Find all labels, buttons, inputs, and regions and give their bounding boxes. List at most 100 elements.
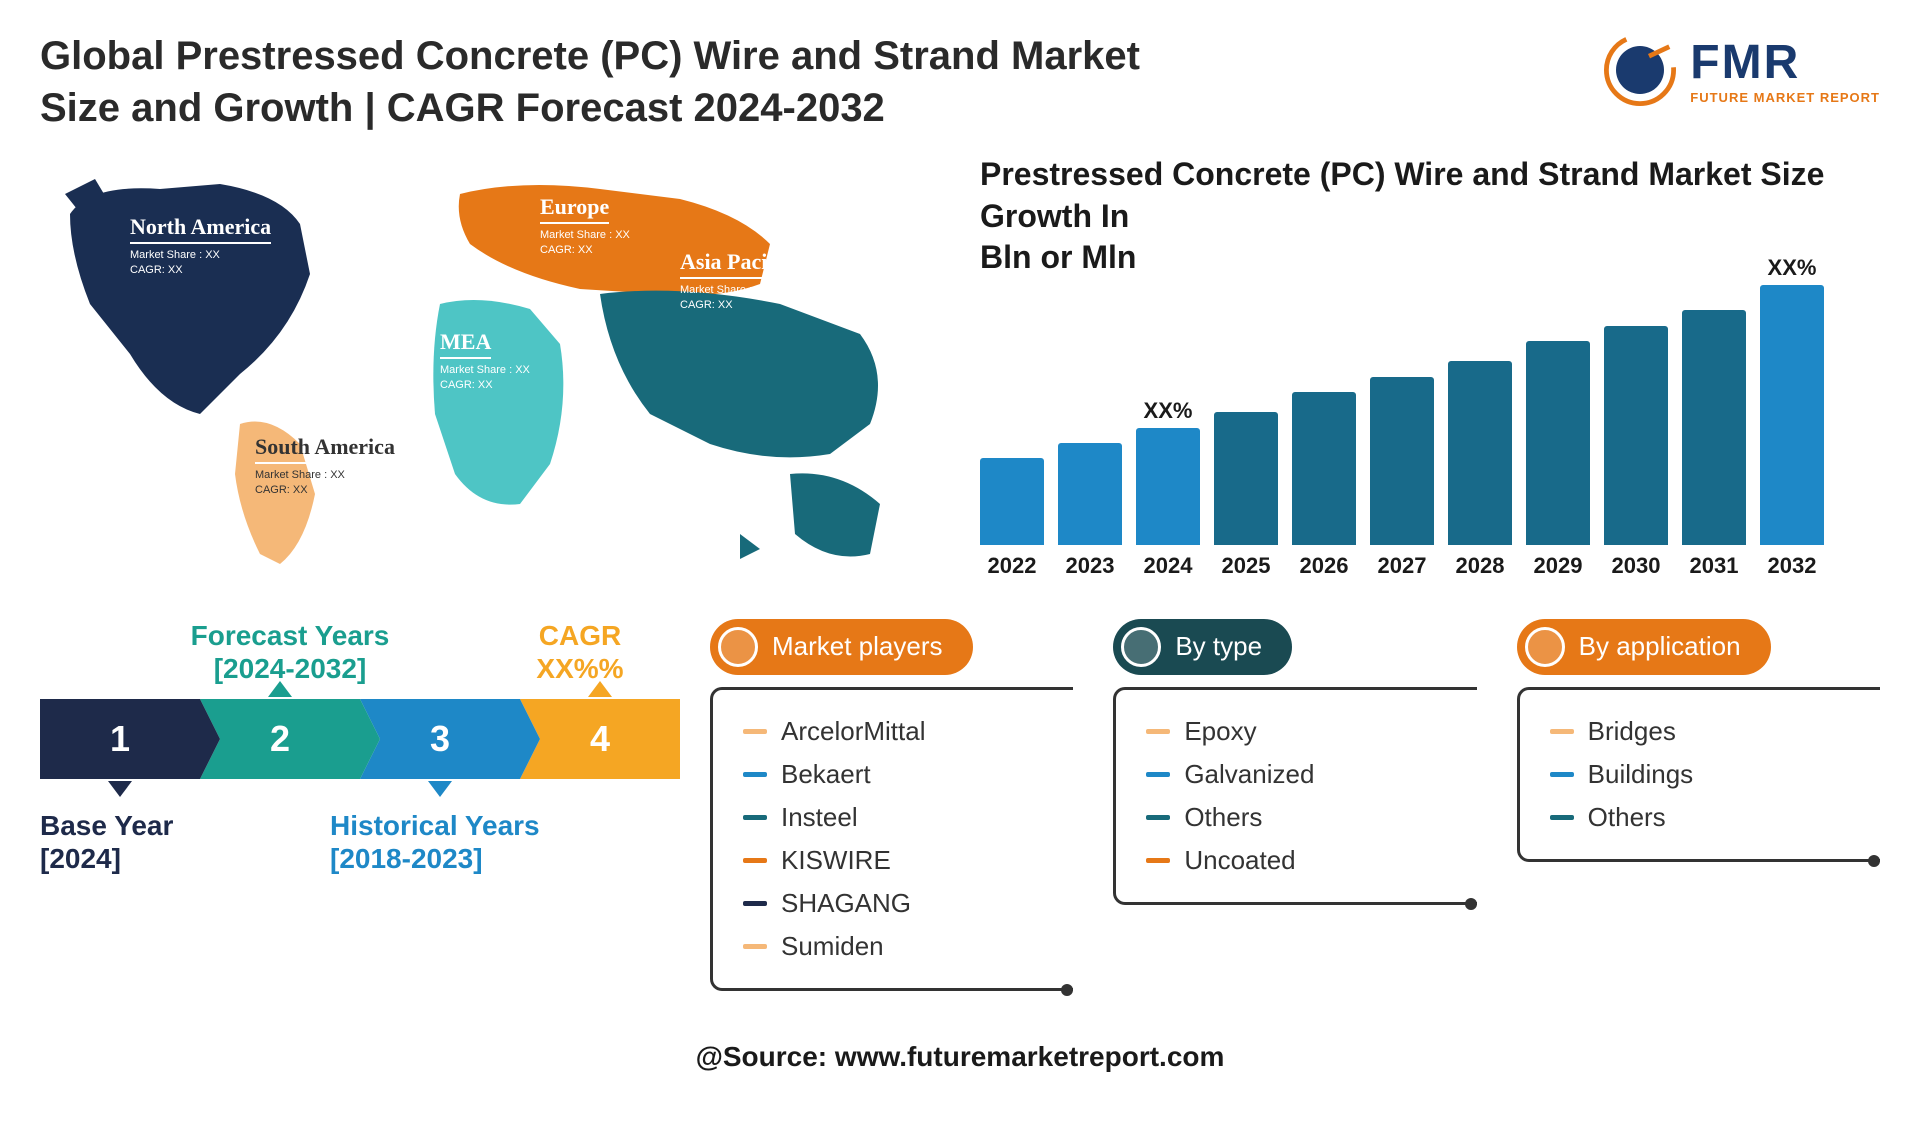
- marker-icon: [1146, 772, 1170, 777]
- dot-icon: [1121, 627, 1161, 667]
- marker-icon: [1146, 815, 1170, 820]
- bar-year-label: 2025: [1222, 553, 1271, 579]
- bar: [1292, 392, 1356, 545]
- marker-icon: [743, 772, 767, 777]
- bar-chart: 20222023XX%20242025202620272028202920302…: [980, 299, 1880, 579]
- bar-2025: 2025: [1214, 412, 1278, 579]
- chart-title: Prestressed Concrete (PC) Wire and Stran…: [980, 154, 1880, 279]
- bar-2032: XX%2032: [1760, 285, 1824, 579]
- logo-icon: [1600, 30, 1680, 110]
- bar: [1214, 412, 1278, 545]
- list-item: Others: [1146, 796, 1476, 839]
- item-label: Bridges: [1588, 716, 1676, 747]
- dot-icon: [718, 627, 758, 667]
- marker-icon: [743, 944, 767, 949]
- item-label: SHAGANG: [781, 888, 911, 919]
- bar: [1448, 361, 1512, 545]
- dot-icon: [1525, 627, 1565, 667]
- item-label: Insteel: [781, 802, 858, 833]
- category-header: By application: [1517, 619, 1771, 675]
- marker-icon: [1550, 772, 1574, 777]
- marker-icon: [1146, 729, 1170, 734]
- bar-year-label: 2028: [1456, 553, 1505, 579]
- bar-2027: 2027: [1370, 377, 1434, 579]
- list-item: SHAGANG: [743, 882, 1073, 925]
- list-item: Insteel: [743, 796, 1073, 839]
- logo: FMR FUTURE MARKET REPORT: [1600, 30, 1880, 110]
- bar: [1370, 377, 1434, 545]
- bar-year-label: 2031: [1690, 553, 1739, 579]
- item-label: KISWIRE: [781, 845, 891, 876]
- region-europe: EuropeMarket Share : XXCAGR: XX: [540, 194, 630, 259]
- source-attribution: @Source: www.futuremarketreport.com: [40, 1041, 1880, 1073]
- bar-year-label: 2023: [1066, 553, 1115, 579]
- logo-text-main: FMR: [1690, 35, 1880, 90]
- bar-year-label: 2022: [988, 553, 1037, 579]
- bar-year-label: 2029: [1534, 553, 1583, 579]
- bar-2023: 2023: [1058, 443, 1122, 579]
- list-item: Buildings: [1550, 753, 1880, 796]
- bar-chart-section: Prestressed Concrete (PC) Wire and Stran…: [980, 154, 1880, 579]
- timeline-segment-1: 1: [40, 699, 200, 779]
- list-item: Galvanized: [1146, 753, 1476, 796]
- category-header: By type: [1113, 619, 1292, 675]
- bar-year-label: 2024: [1144, 553, 1193, 579]
- category-by-application: By application Bridges Buildings Others: [1517, 619, 1880, 991]
- marker-icon: [1146, 858, 1170, 863]
- region-asia-pacific: Asia PacificMarket Share : XXCAGR: XX: [680, 249, 791, 314]
- list-item: Bridges: [1550, 710, 1880, 753]
- timeline-section: Forecast Years[2024-2032] CAGRXX%% 1234 …: [40, 619, 680, 991]
- list-item: Sumiden: [743, 925, 1073, 968]
- region-north-america: North AmericaMarket Share : XXCAGR: XX: [130, 214, 271, 279]
- bar: [1682, 310, 1746, 545]
- item-label: Others: [1184, 802, 1262, 833]
- marker-icon: [1550, 729, 1574, 734]
- category-title: By type: [1175, 631, 1262, 662]
- item-label: Uncoated: [1184, 845, 1295, 876]
- category-by-type: By type Epoxy Galvanized Others Uncoated: [1113, 619, 1476, 991]
- bar-year-label: 2032: [1768, 553, 1817, 579]
- list-item: Epoxy: [1146, 710, 1476, 753]
- timeline-segment-4: 4: [520, 699, 680, 779]
- bar: [1526, 341, 1590, 545]
- bar-year-label: 2027: [1378, 553, 1427, 579]
- marker-icon: [743, 729, 767, 734]
- bar-year-label: 2030: [1612, 553, 1661, 579]
- cagr-label: CAGRXX%%: [510, 619, 650, 686]
- bar-2030: 2030: [1604, 326, 1668, 579]
- bar: [1136, 428, 1200, 545]
- category-market-players: Market players ArcelorMittal Bekaert Instee…: [710, 619, 1073, 991]
- base-year-label: Base Year[2024]: [40, 809, 220, 876]
- list-item: Uncoated: [1146, 839, 1476, 882]
- item-label: Galvanized: [1184, 759, 1314, 790]
- marker-icon: [1550, 815, 1574, 820]
- list-item: ArcelorMittal: [743, 710, 1073, 753]
- bar-2029: 2029: [1526, 341, 1590, 579]
- list-item: KISWIRE: [743, 839, 1073, 882]
- bar-2026: 2026: [1292, 392, 1356, 579]
- bar: [1058, 443, 1122, 545]
- marker-icon: [743, 815, 767, 820]
- marker-icon: [743, 858, 767, 863]
- bar-2028: 2028: [1448, 361, 1512, 579]
- bar-2031: 2031: [1682, 310, 1746, 579]
- bar-annotation: XX%: [1768, 255, 1817, 281]
- list-item: Bekaert: [743, 753, 1073, 796]
- bar-2022: 2022: [980, 458, 1044, 579]
- item-label: Buildings: [1588, 759, 1694, 790]
- item-label: Others: [1588, 802, 1666, 833]
- region-south-america: South AmericaMarket Share : XXCAGR: XX: [255, 434, 395, 499]
- world-map: North AmericaMarket Share : XXCAGR: XX So…: [40, 154, 940, 574]
- list-item: Others: [1550, 796, 1880, 839]
- item-label: Sumiden: [781, 931, 884, 962]
- category-header: Market players: [710, 619, 973, 675]
- forecast-years-label: Forecast Years[2024-2032]: [190, 619, 390, 686]
- logo-text-sub: FUTURE MARKET REPORT: [1690, 90, 1880, 105]
- bar: [1760, 285, 1824, 545]
- category-title: Market players: [772, 631, 943, 662]
- bar: [1604, 326, 1668, 545]
- item-label: ArcelorMittal: [781, 716, 925, 747]
- category-title: By application: [1579, 631, 1741, 662]
- marker-icon: [743, 901, 767, 906]
- bar: [980, 458, 1044, 545]
